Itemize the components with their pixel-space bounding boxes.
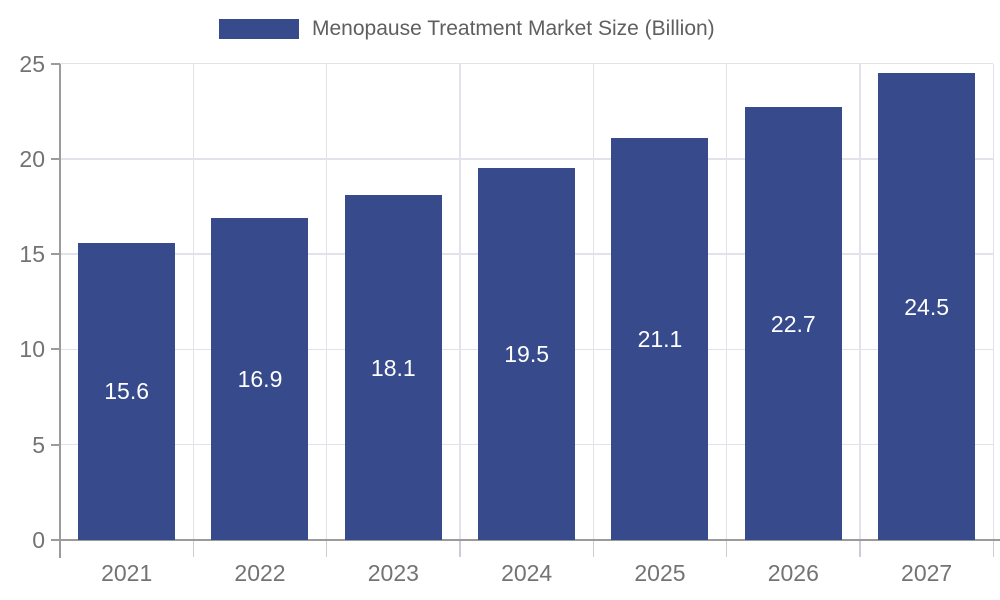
gridline-v (325, 63, 328, 540)
bar-2022[interactable] (211, 217, 309, 540)
legend[interactable]: Menopause Treatment Market Size (Billion… (219, 17, 715, 41)
x-tick-label: 2022 (234, 560, 286, 586)
gridline-v (459, 63, 461, 540)
y-tick-label: 5 (32, 431, 45, 458)
gridline-v (725, 63, 728, 540)
x-tick (992, 540, 995, 557)
gridline-h (60, 62, 994, 65)
gridline-v (192, 63, 195, 540)
y-axis-line (59, 63, 61, 558)
x-tick-label: 2023 (367, 560, 419, 586)
y-tick (51, 443, 60, 446)
legend-label: Menopause Treatment Market Size (Billion… (312, 17, 715, 40)
x-tick (725, 540, 728, 557)
legend-swatch (219, 19, 299, 39)
x-tick-label: 2027 (901, 560, 953, 586)
y-tick-label: 10 (19, 336, 45, 363)
x-tick (859, 540, 861, 557)
bar-2026[interactable] (744, 107, 842, 540)
x-tick-label: 2021 (101, 560, 153, 586)
x-tick (192, 540, 195, 557)
bar-value-label: 24.5 (904, 293, 949, 320)
gridline-v (859, 63, 861, 540)
x-tick-label: 2025 (634, 560, 686, 586)
y-tick (51, 539, 60, 541)
y-tick-label: 15 (19, 241, 45, 268)
y-tick-label: 20 (19, 145, 45, 172)
x-axis-line (59, 539, 1000, 541)
bar-2021[interactable] (78, 242, 176, 540)
gridline-h (60, 158, 994, 160)
bar-value-label: 21.1 (637, 325, 683, 352)
gridline-v (592, 63, 595, 540)
bar-value-label: 19.5 (504, 341, 550, 368)
bar-2025[interactable] (611, 137, 709, 540)
x-tick (325, 540, 328, 557)
gridline-v (992, 63, 995, 540)
bar-value-label: 22.7 (770, 310, 816, 337)
bar-value-label: 18.1 (370, 354, 416, 381)
bar-2027[interactable] (878, 73, 976, 540)
bar-2024[interactable] (478, 168, 576, 540)
x-tick (592, 540, 595, 557)
y-tick (51, 348, 60, 351)
x-tick-label: 2026 (767, 560, 819, 586)
y-tick (51, 62, 60, 65)
y-tick-label: 25 (19, 50, 45, 77)
y-tick (51, 253, 60, 256)
x-tick (459, 540, 461, 557)
y-tick (51, 157, 60, 160)
y-tick-label: 0 (32, 527, 45, 553)
bar-value-label: 16.9 (237, 365, 283, 392)
bar-2023[interactable] (344, 195, 442, 540)
bar-value-label: 15.6 (104, 378, 150, 405)
x-tick-label: 2024 (501, 560, 553, 586)
